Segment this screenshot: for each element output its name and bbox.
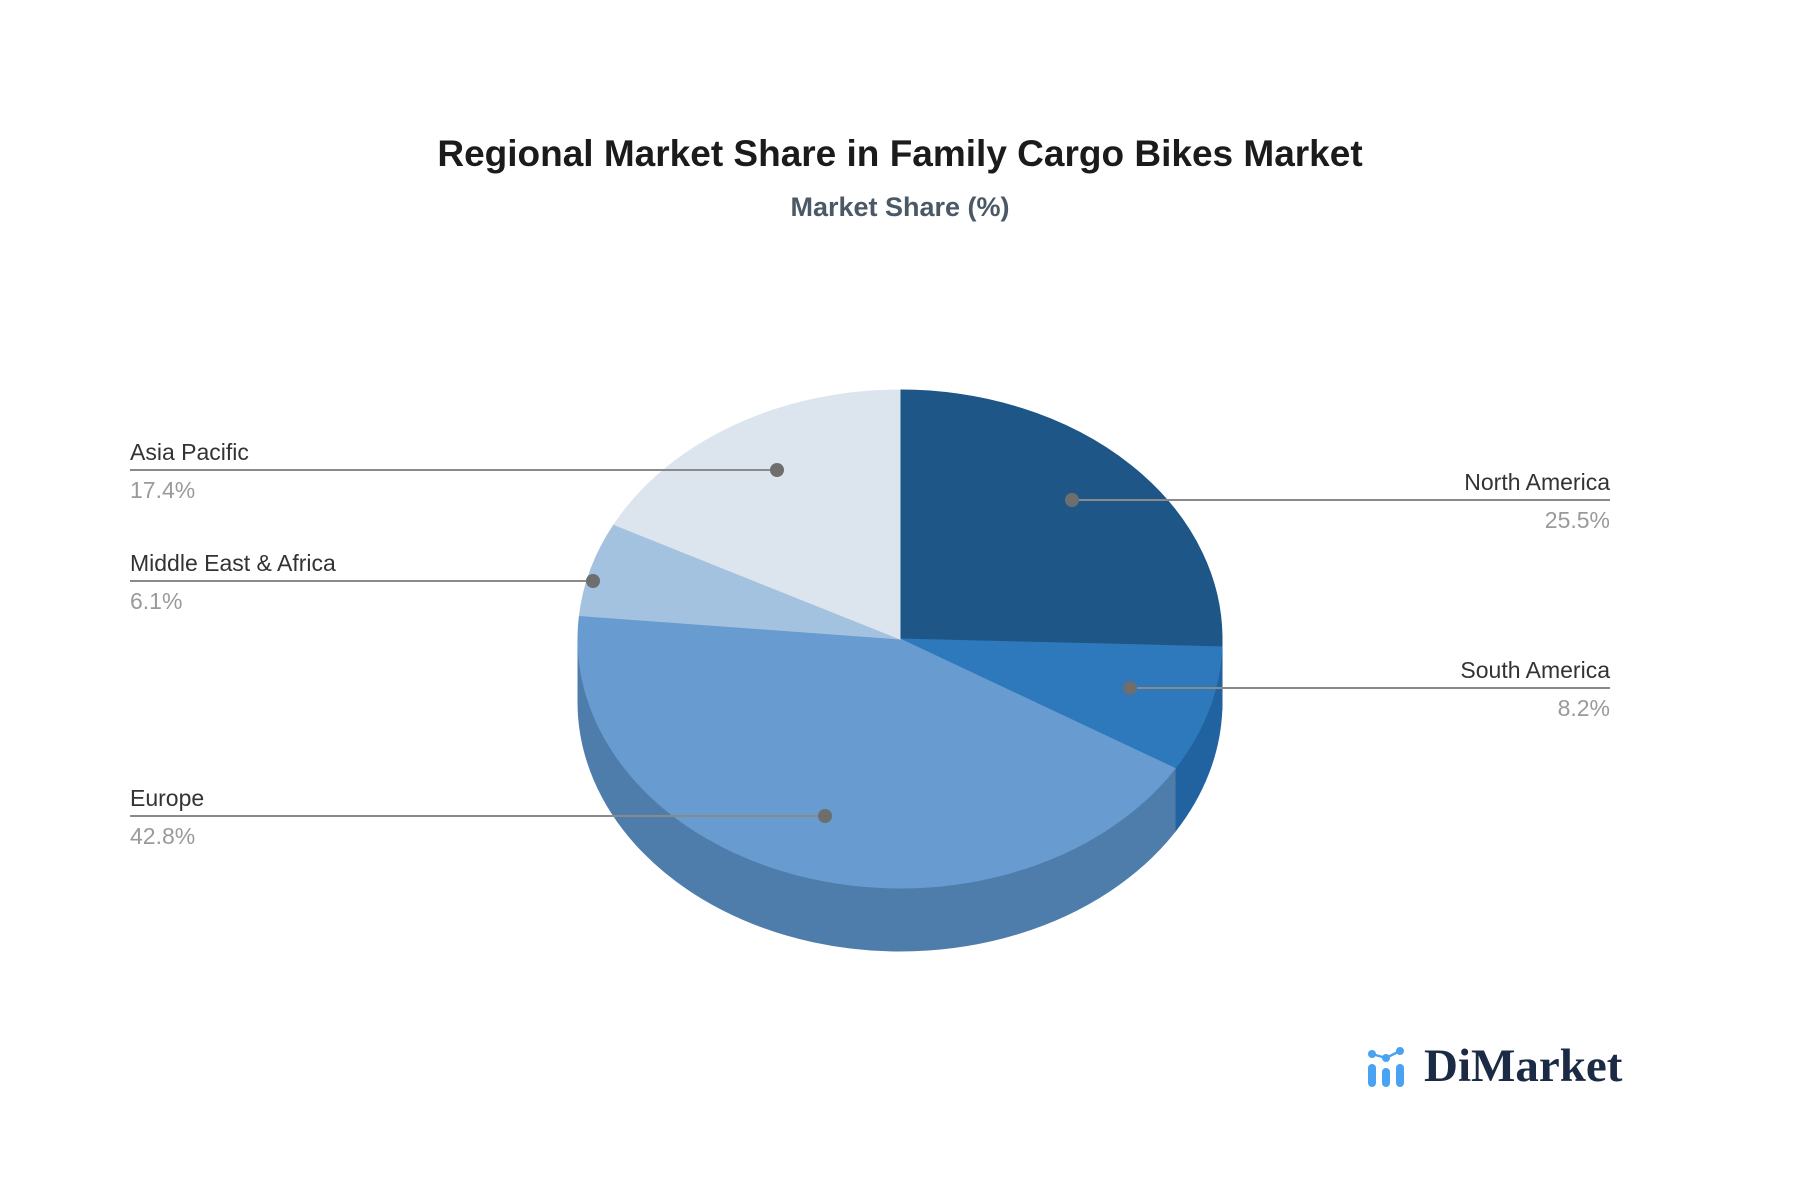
region-name: North America bbox=[1464, 469, 1610, 495]
region-name: Asia Pacific bbox=[130, 439, 249, 465]
chart-subtitle: Market Share (%) bbox=[790, 192, 1010, 222]
region-value: 17.4% bbox=[130, 477, 196, 503]
pie-slice-south-america[interactable] bbox=[899, 638, 1223, 770]
region-value: 25.5% bbox=[1544, 507, 1610, 533]
label-asia-pacific: Asia Pacific 17.4% bbox=[130, 436, 790, 506]
pie-slice-asia-pacific[interactable] bbox=[613, 389, 901, 640]
leader-dot-europe bbox=[818, 809, 832, 823]
pie-slice-europe[interactable] bbox=[577, 615, 1176, 889]
pie-slice-north-america[interactable] bbox=[899, 389, 1223, 648]
leader-dot-middle-east-africa bbox=[586, 574, 600, 588]
region-name: Europe bbox=[130, 785, 205, 811]
region-value: 42.8% bbox=[130, 823, 196, 849]
label-south-america: South America 8.2% bbox=[1190, 654, 1610, 724]
pie-slice-middle-east-africa[interactable] bbox=[578, 523, 901, 640]
region-value: 6.1% bbox=[130, 588, 183, 614]
brand-logo: DiMarket bbox=[1362, 1042, 1622, 1090]
leader-dot-asia-pacific bbox=[770, 463, 784, 477]
region-name: South America bbox=[1460, 657, 1610, 683]
label-north-america: North America 25.5% bbox=[1190, 466, 1610, 536]
region-value: 8.2% bbox=[1557, 695, 1610, 721]
chart-title: Regional Market Share in Family Cargo Bi… bbox=[437, 133, 1363, 174]
leader-dot-north-america bbox=[1065, 493, 1079, 507]
label-europe: Europe 42.8% bbox=[130, 782, 790, 852]
brand-name: DiMarket bbox=[1424, 1040, 1623, 1092]
bar-chart-logo-icon bbox=[1368, 1047, 1404, 1087]
region-name: Middle East & Africa bbox=[130, 550, 336, 576]
label-middle-east-africa: Middle East & Africa 6.1% bbox=[130, 547, 790, 617]
leader-dot-south-america bbox=[1123, 681, 1137, 695]
